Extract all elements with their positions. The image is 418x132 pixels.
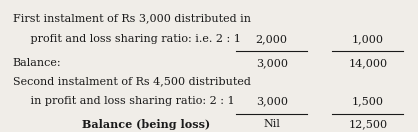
- Text: Nil: Nil: [263, 119, 280, 129]
- Text: 1,000: 1,000: [352, 34, 384, 44]
- Text: in profit and loss sharing ratio: 2 : 1: in profit and loss sharing ratio: 2 : 1: [13, 96, 234, 106]
- Text: 2,000: 2,000: [256, 34, 288, 44]
- Text: Second instalment of Rs 4,500 distributed: Second instalment of Rs 4,500 distribute…: [13, 77, 250, 87]
- Text: 12,500: 12,500: [348, 119, 387, 129]
- Text: First instalment of Rs 3,000 distributed in: First instalment of Rs 3,000 distributed…: [13, 13, 250, 23]
- Text: Balance:: Balance:: [13, 58, 61, 68]
- Text: 3,000: 3,000: [256, 96, 288, 106]
- Text: 1,500: 1,500: [352, 96, 384, 106]
- Text: profit and loss sharing ratio: i.e. 2 : 1: profit and loss sharing ratio: i.e. 2 : …: [13, 34, 240, 44]
- Text: Balance (being loss): Balance (being loss): [82, 119, 210, 130]
- Text: 3,000: 3,000: [256, 58, 288, 68]
- Text: 14,000: 14,000: [348, 58, 387, 68]
